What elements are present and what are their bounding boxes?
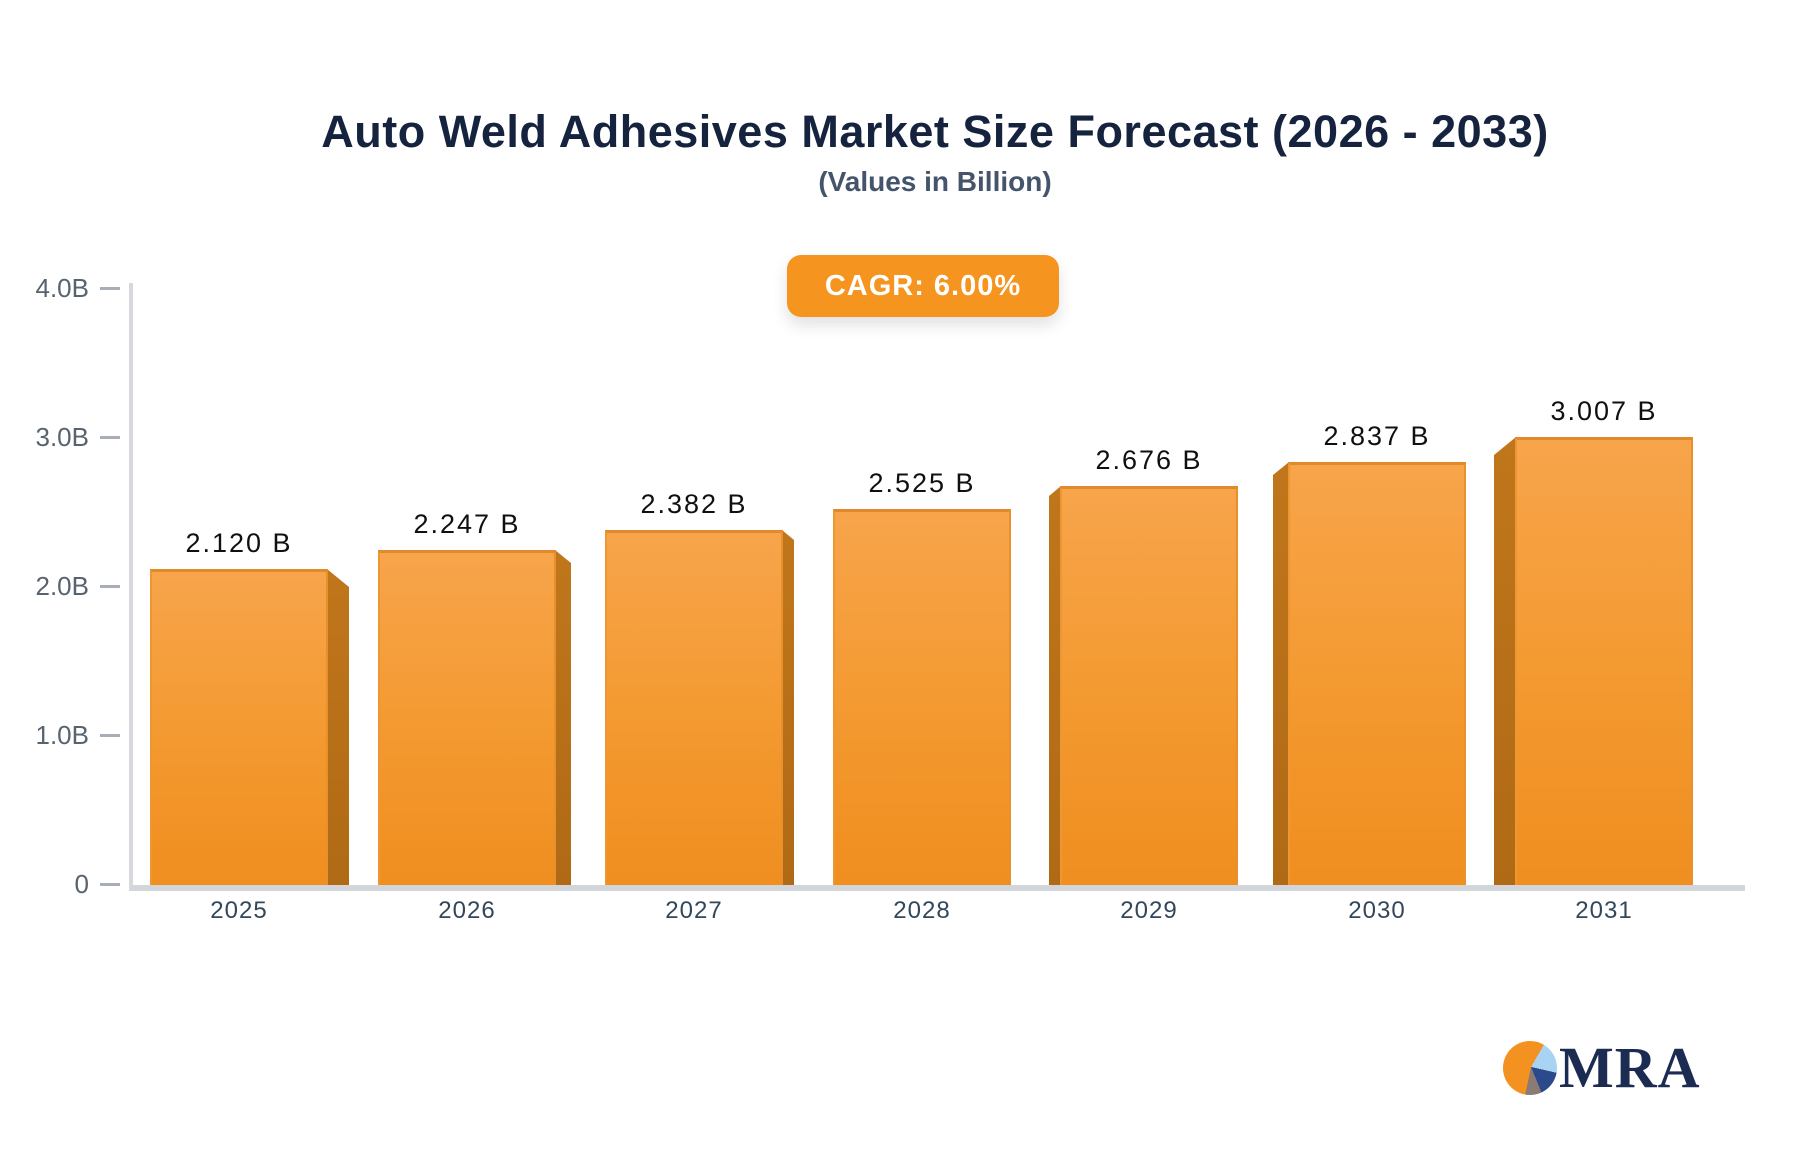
x-axis-label-2027: 2027 xyxy=(665,897,723,924)
y-axis-tick xyxy=(100,734,120,737)
x-axis-label-2028: 2028 xyxy=(893,897,951,924)
bar-side-face-2031 xyxy=(1494,437,1516,885)
bar-value-label-2030: 2.837 B xyxy=(1323,421,1431,451)
logo-text: MRA xyxy=(1559,1035,1701,1100)
y-axis-tick-label: 3.0B xyxy=(35,422,90,452)
x-axis-label-2025: 2025 xyxy=(210,897,268,924)
chart-subtitle: (Values in Billion) xyxy=(818,166,1052,197)
bar-value-label-2028: 2.525 B xyxy=(868,468,976,498)
bar-value-label-2025: 2.120 B xyxy=(185,528,293,558)
chart-title: Auto Weld Adhesives Market Size Forecast… xyxy=(321,106,1549,157)
bar-value-label-2029: 2.676 B xyxy=(1095,445,1203,475)
bar-2027 xyxy=(605,530,783,885)
y-axis-tick xyxy=(100,287,120,290)
bar-side-face-2027 xyxy=(782,530,794,885)
bar-2031 xyxy=(1515,437,1693,885)
y-axis-tick xyxy=(100,883,120,886)
bar-2025 xyxy=(150,569,328,885)
bar-side-face-2025 xyxy=(327,569,349,885)
y-axis-tick-label: 0 xyxy=(74,869,89,899)
bar-2029 xyxy=(1060,486,1238,885)
bar-value-label-2031: 3.007 B xyxy=(1550,396,1658,426)
bar-side-face-2029 xyxy=(1049,486,1061,885)
cagr-badge: CAGR: 6.00% xyxy=(787,255,1059,317)
y-axis-tick xyxy=(100,585,120,588)
y-axis-tick-label: 2.0B xyxy=(35,571,90,601)
bar-side-face-2030 xyxy=(1273,462,1289,885)
bar-value-label-2026: 2.247 B xyxy=(413,509,521,539)
y-axis-tick-label: 4.0B xyxy=(35,273,90,303)
bar-2030 xyxy=(1288,462,1466,885)
brand-logo: MRA xyxy=(1503,1035,1701,1100)
bar-value-label-2027: 2.382 B xyxy=(640,489,748,519)
x-axis-label-2026: 2026 xyxy=(438,897,496,924)
cagr-badge-label: CAGR: 6.00% xyxy=(824,269,1022,302)
y-axis-tick-label: 1.0B xyxy=(35,720,90,750)
bar-side-face-2026 xyxy=(555,550,571,885)
x-axis-label-2029: 2029 xyxy=(1120,897,1178,924)
bar-2028 xyxy=(833,509,1011,885)
x-axis-label-2031: 2031 xyxy=(1575,897,1633,924)
logo-pie-icon xyxy=(1503,1041,1557,1095)
x-axis-label-2030: 2030 xyxy=(1348,897,1406,924)
plot-area: 0 1.0B 2.0B 3.0B 4.0B 2.120 B 2025 2.247 B 2026 2… xyxy=(36,273,1745,924)
bar-2026 xyxy=(378,550,556,885)
y-axis-tick xyxy=(100,436,120,439)
